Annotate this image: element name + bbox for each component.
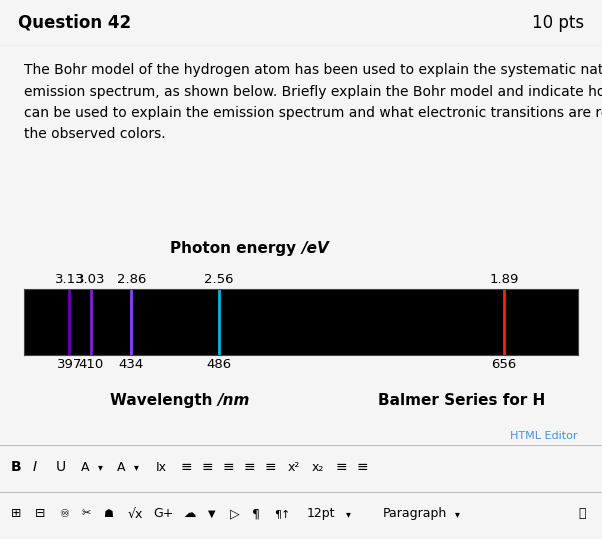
Text: ✂: ✂ [81,509,91,519]
Text: Wavelength: Wavelength [110,393,218,407]
Text: /eV: /eV [301,241,329,257]
Text: B: B [11,460,22,474]
Text: The Bohr model of the hydrogen atom has been used to explain the systematic natu: The Bohr model of the hydrogen atom has … [24,64,602,141]
Text: Ⓕ: Ⓕ [578,507,585,520]
Text: /nm: /nm [218,393,250,407]
Text: Ix: Ix [155,461,166,474]
Text: ≡: ≡ [181,460,192,474]
Text: A: A [117,461,126,474]
Text: 2.86: 2.86 [117,273,146,286]
Text: A: A [81,461,90,474]
Text: 486: 486 [206,358,231,371]
Text: Balmer Series for H: Balmer Series for H [378,393,545,407]
Text: ≡: ≡ [336,460,347,474]
Text: ▾: ▾ [455,509,459,519]
Text: ☗: ☗ [104,509,114,519]
Text: 397: 397 [57,358,82,371]
Text: ▷: ▷ [230,507,240,520]
Text: ▼: ▼ [208,509,215,519]
Text: 3.03: 3.03 [76,273,106,286]
Text: Question 42: Question 42 [18,14,131,32]
Text: √x: √x [128,507,143,520]
Text: ▾: ▾ [98,462,102,473]
Text: ♾: ♾ [59,509,69,519]
Text: ≡: ≡ [265,460,276,474]
Text: I: I [33,460,37,474]
Text: ¶: ¶ [252,507,259,520]
Text: ▾: ▾ [134,462,138,473]
Text: ▾: ▾ [346,509,351,519]
Text: G+: G+ [154,507,174,520]
Text: Paragraph: Paragraph [382,507,447,520]
Text: ≡: ≡ [244,460,255,474]
Text: 1.89: 1.89 [489,273,519,286]
Text: Photon energy: Photon energy [170,241,301,257]
Text: ⊟: ⊟ [35,507,45,520]
Text: ¶↑: ¶↑ [274,509,290,519]
Text: 10 pts: 10 pts [532,14,584,32]
Text: HTML Editor: HTML Editor [510,431,578,440]
Text: 656: 656 [491,358,517,371]
Text: 2.56: 2.56 [204,273,234,286]
Text: ☁: ☁ [184,507,196,520]
Text: U: U [55,460,66,474]
Text: x²: x² [288,461,300,474]
Text: ⊞: ⊞ [11,507,21,520]
Text: ≡: ≡ [223,460,234,474]
Text: 410: 410 [79,358,104,371]
Text: 434: 434 [119,358,144,371]
Text: ≡: ≡ [357,460,368,474]
Text: 12pt: 12pt [307,507,335,520]
Text: 3.13: 3.13 [55,273,84,286]
Text: x₂: x₂ [312,461,324,474]
Text: ≡: ≡ [202,460,213,474]
